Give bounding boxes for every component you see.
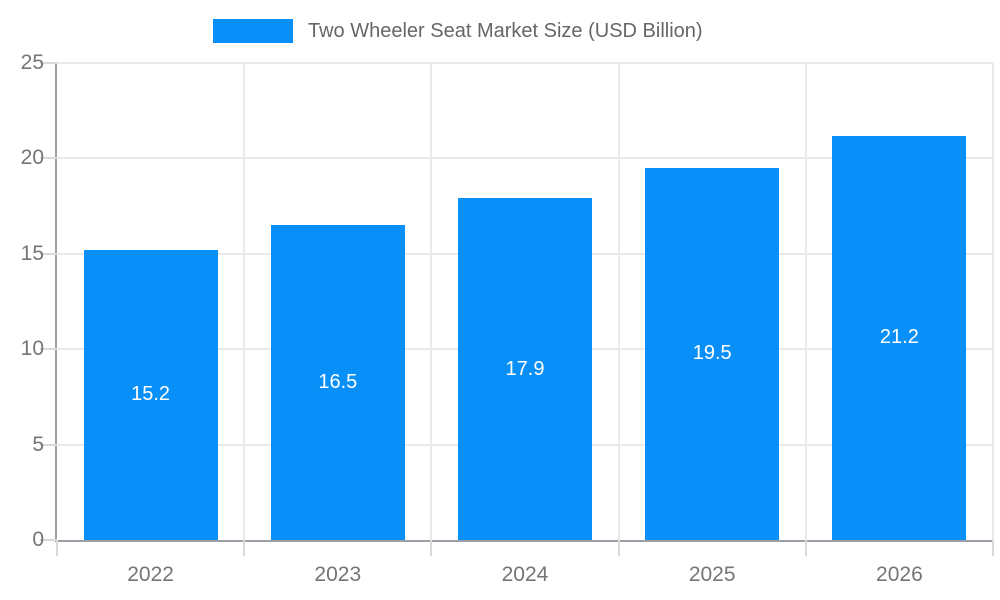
y-tick-label: 10 (20, 337, 44, 361)
y-axis-line (55, 63, 57, 540)
gridline-vertical (243, 63, 246, 540)
y-tick-label: 25 (20, 51, 44, 74)
bar-value-label: 16.5 (318, 371, 358, 394)
plot-area: 15.2 16.5 17.9 19.5 21.2 (55, 62, 994, 542)
x-axis-tick (56, 540, 58, 556)
bar-2022[interactable]: 15.2 (83, 249, 218, 540)
gridline-horizontal (57, 62, 993, 64)
x-axis-line (55, 540, 993, 542)
bar-value-label: 15.2 (131, 383, 171, 406)
y-axis-tick (40, 157, 57, 160)
x-axis-tick (617, 540, 620, 556)
bar-value-label: 17.9 (505, 357, 545, 380)
bar-2025[interactable]: 19.5 (645, 167, 780, 540)
x-tick-label-2022: 2022 (127, 563, 174, 586)
y-axis-tick (40, 539, 57, 541)
x-axis-tick (430, 540, 433, 556)
x-axis-tick (804, 540, 807, 556)
bar-2026[interactable]: 21.2 (832, 135, 967, 540)
gridline-vertical (430, 63, 433, 540)
y-axis-tick (40, 348, 57, 351)
gridline-horizontal (57, 157, 993, 160)
y-axis-tick (40, 252, 57, 255)
bar-2023[interactable]: 16.5 (270, 225, 405, 540)
y-tick-label: 5 (32, 432, 44, 456)
bar-value-label: 19.5 (692, 342, 732, 365)
gridline-vertical (992, 63, 994, 540)
bar-2024[interactable]: 17.9 (458, 198, 592, 540)
bar-value-label: 21.2 (879, 326, 919, 349)
x-tick-label-2023: 2023 (314, 563, 362, 586)
chart-legend[interactable]: Two Wheeler Seat Market Size (USD Billio… (213, 19, 703, 43)
legend-swatch-icon (213, 19, 293, 43)
legend-label: Two Wheeler Seat Market Size (USD Billio… (308, 19, 703, 42)
x-axis-tick (992, 540, 994, 556)
x-tick-label-2025: 2025 (688, 563, 736, 586)
gridline-vertical (804, 63, 807, 540)
y-axis-tick (40, 62, 57, 64)
x-axis-tick (243, 540, 246, 556)
gridline-vertical (617, 63, 620, 540)
y-tick-label: 15 (20, 241, 44, 265)
y-tick-label: 0 (32, 528, 44, 551)
x-tick-label-2026: 2026 (876, 563, 923, 586)
y-tick-label: 20 (20, 146, 44, 170)
x-tick-label-2024: 2024 (501, 563, 549, 586)
y-axis-tick (40, 443, 57, 446)
